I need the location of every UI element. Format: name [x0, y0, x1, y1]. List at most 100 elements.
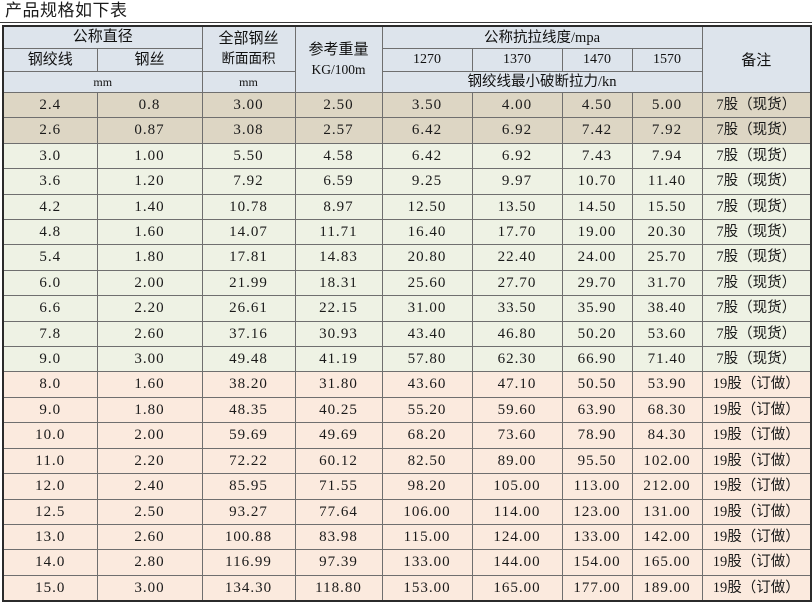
cell-breaking-force-1370: 105.00 — [471, 473, 563, 500]
cell-breaking-force-1470: 177.00 — [561, 574, 633, 602]
cell-breaking-force-1570: 7.94 — [631, 142, 703, 170]
cell-wire-diameter: 0.8 — [96, 91, 203, 119]
cell-reference-weight: 97.39 — [294, 549, 383, 576]
table-row: 6.6 2.20 26.61 22.15 31.00 33.50 35.90 38.40 7股（… — [2, 295, 812, 322]
cell-remark: 7股（现货） — [701, 117, 812, 144]
cell-strand-diameter: 9.0 — [2, 396, 98, 424]
cell-breaking-force-1470: 66.90 — [561, 346, 633, 373]
cell-breaking-force-1470: 50.50 — [561, 371, 633, 398]
cell-wire-diameter: 2.80 — [96, 549, 203, 576]
cell-section-area: 59.69 — [201, 422, 296, 449]
header-remark: 备注 — [701, 25, 812, 93]
cell-breaking-force-1570: 53.90 — [631, 371, 703, 398]
cell-breaking-force-1570: 189.00 — [631, 574, 703, 602]
cell-breaking-force-1570: 38.40 — [631, 295, 703, 322]
cell-section-area: 5.50 — [201, 142, 296, 170]
cell-wire-diameter: 2.20 — [96, 447, 203, 475]
title-divider — [0, 22, 812, 23]
cell-breaking-force-1470: 50.20 — [561, 320, 633, 348]
cell-breaking-force-1470: 63.90 — [561, 396, 633, 424]
cell-section-area: 3.00 — [201, 91, 296, 119]
cell-strand-diameter: 8.0 — [2, 371, 98, 398]
header-wire-diameter: 钢丝 — [96, 48, 203, 72]
cell-wire-diameter: 3.00 — [96, 346, 203, 373]
cell-reference-weight: 83.98 — [294, 523, 383, 551]
cell-strand-diameter: 2.4 — [2, 91, 98, 119]
table-row: 9.0 1.80 48.35 40.25 55.20 59.60 63.90 68.30 19股… — [2, 396, 812, 424]
cell-strand-diameter: 7.8 — [2, 320, 98, 348]
cell-strand-diameter: 12.0 — [2, 473, 98, 500]
cell-remark: 7股（现货） — [701, 269, 812, 297]
cell-wire-diameter: 1.60 — [96, 371, 203, 398]
cell-breaking-force-1470: 133.00 — [561, 523, 633, 551]
cell-strand-diameter: 2.6 — [2, 117, 98, 144]
cell-wire-diameter: 2.50 — [96, 498, 203, 525]
cell-wire-diameter: 1.20 — [96, 168, 203, 195]
table-row: 5.4 1.80 17.81 14.83 20.80 22.40 24.00 25.70 7股（… — [2, 244, 812, 271]
cell-wire-diameter: 2.20 — [96, 295, 203, 322]
cell-wire-diameter: 2.60 — [96, 523, 203, 551]
cell-breaking-force-1370: 124.00 — [471, 523, 563, 551]
cell-breaking-force-1570: 15.50 — [631, 193, 703, 221]
cell-breaking-force-1270: 98.20 — [381, 473, 473, 500]
cell-breaking-force-1270: 6.42 — [381, 142, 473, 170]
cell-remark: 7股（现货） — [701, 320, 812, 348]
cell-wire-diameter: 2.00 — [96, 269, 203, 297]
cell-breaking-force-1570: 68.30 — [631, 396, 703, 424]
table-row: 12.5 2.50 93.27 77.64 106.00 114.00 123.00 131.… — [2, 498, 812, 525]
header-area-line1: 全部钢丝 — [218, 31, 279, 47]
cell-breaking-force-1270: 6.42 — [381, 117, 473, 144]
cell-breaking-force-1270: 68.20 — [381, 422, 473, 449]
cell-breaking-force-1470: 123.00 — [561, 498, 633, 525]
cell-section-area: 17.81 — [201, 244, 296, 271]
cell-breaking-force-1370: 62.30 — [471, 346, 563, 373]
cell-reference-weight: 22.15 — [294, 295, 383, 322]
cell-strand-diameter: 10.0 — [2, 422, 98, 449]
cell-breaking-force-1470: 7.42 — [561, 117, 633, 144]
cell-breaking-force-1470: 19.00 — [561, 219, 633, 246]
header-total-wire-section-area: 全部钢丝 断面面积 — [201, 25, 296, 72]
cell-section-area: 10.78 — [201, 193, 296, 221]
table-row: 11.0 2.20 72.22 60.12 82.50 89.00 95.50 102.00 1… — [2, 447, 812, 475]
cell-breaking-force-1470: 14.50 — [561, 193, 633, 221]
cell-wire-diameter: 2.00 — [96, 422, 203, 449]
cell-reference-weight: 18.31 — [294, 269, 383, 297]
cell-breaking-force-1470: 95.50 — [561, 447, 633, 475]
header-unit-mm-diameter: mm — [2, 71, 203, 93]
cell-breaking-force-1370: 73.60 — [471, 422, 563, 449]
cell-section-area: 3.08 — [201, 117, 296, 144]
cell-breaking-force-1570: 102.00 — [631, 447, 703, 475]
cell-breaking-force-1370: 59.60 — [471, 396, 563, 424]
cell-remark: 19股（订做） — [701, 447, 812, 475]
cell-breaking-force-1270: 20.80 — [381, 244, 473, 271]
cell-wire-diameter: 1.60 — [96, 219, 203, 246]
cell-section-area: 85.95 — [201, 473, 296, 500]
cell-section-area: 26.61 — [201, 295, 296, 322]
cell-breaking-force-1370: 17.70 — [471, 219, 563, 246]
cell-remark: 7股（现货） — [701, 219, 812, 246]
cell-strand-diameter: 9.0 — [2, 346, 98, 373]
cell-breaking-force-1370: 4.00 — [471, 91, 563, 119]
cell-breaking-force-1370: 89.00 — [471, 447, 563, 475]
header-area-line2: 断面面积 — [221, 51, 276, 66]
header-row-3: mm mm 钢绞线最小破断拉力/kn — [2, 71, 811, 93]
cell-breaking-force-1270: 3.50 — [381, 91, 473, 119]
cell-breaking-force-1370: 6.92 — [471, 117, 563, 144]
table-row: 3.6 1.20 7.92 6.59 9.25 9.97 10.70 11.40 7股（现货） — [2, 168, 812, 195]
header-strength-1370: 1370 — [471, 48, 563, 72]
cell-reference-weight: 8.97 — [294, 193, 383, 221]
cell-reference-weight: 60.12 — [294, 447, 383, 475]
cell-wire-diameter: 0.87 — [96, 117, 203, 144]
table-row: 2.6 0.87 3.08 2.57 6.42 6.92 7.42 7.92 7股（现货） — [2, 117, 812, 144]
cell-remark: 19股（订做） — [701, 549, 812, 576]
header-row-1: 公称直径 全部钢丝 断面面积 参考重量 KG/100m 公称抗拉线度/mpa 备… — [2, 25, 812, 93]
cell-strand-diameter: 13.0 — [2, 523, 98, 551]
header-strength-1470: 1470 — [561, 48, 633, 72]
header-strength-1270: 1270 — [381, 48, 473, 72]
cell-remark: 19股（订做） — [701, 473, 812, 500]
cell-strand-diameter: 6.6 — [2, 295, 98, 322]
page-title: 产品规格如下表 — [5, 1, 128, 20]
cell-remark: 19股（订做） — [701, 371, 812, 398]
cell-breaking-force-1570: 53.60 — [631, 320, 703, 348]
cell-breaking-force-1570: 7.92 — [631, 117, 703, 144]
